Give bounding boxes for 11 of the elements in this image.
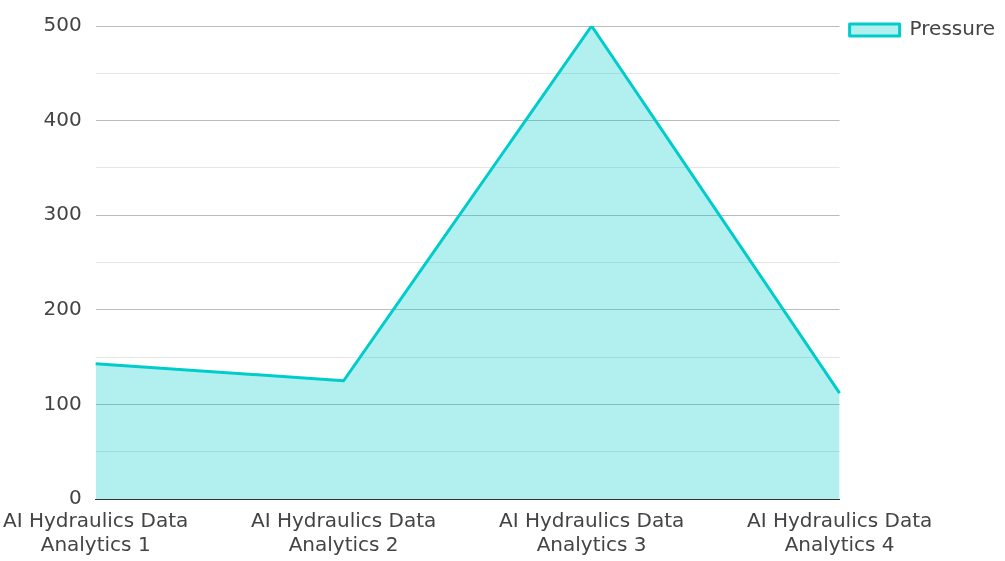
x-tick-label: AI Hydraulics Data Analytics 3 <box>498 508 685 557</box>
y-tick-label: 100 <box>43 390 82 415</box>
legend-label: Pressure <box>909 16 996 41</box>
x-tick-label: AI Hydraulics Data Analytics 2 <box>250 508 437 557</box>
y-tick-label: 300 <box>43 201 82 226</box>
y-tick-label: 500 <box>43 12 82 37</box>
y-tick-label: 200 <box>43 296 82 320</box>
x-tick-label: AI Hydraulics Data Analytics 4 <box>746 508 933 557</box>
y-tick-label: 0 <box>68 485 82 510</box>
y-tick-label: 400 <box>43 106 82 131</box>
x-tick-label: AI Hydraulics Data Analytics 1 <box>3 508 189 557</box>
